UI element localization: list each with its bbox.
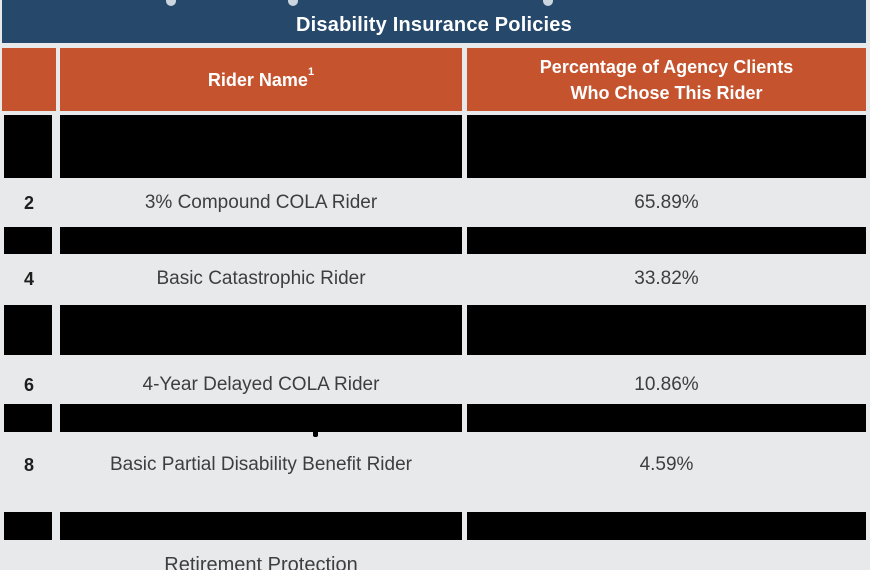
percentage-header-line1: Percentage of Agency Clients — [539, 56, 794, 77]
redacted-text-descender — [313, 430, 318, 437]
redaction-box — [60, 115, 462, 178]
table-row-redacted — [2, 227, 866, 254]
rank-cell — [2, 512, 56, 540]
rider-name-cell: 4-Year Delayed COLA Rider — [142, 374, 380, 395]
cutoff-title-descender — [166, 0, 176, 6]
table-row-redacted — [2, 115, 866, 178]
table-row-redacted — [2, 512, 866, 540]
rank-cell: 8 — [23, 455, 34, 475]
table-row: 8 Basic Partial Disability Benefit Rider… — [2, 436, 866, 494]
redaction-box — [467, 227, 866, 254]
percentage-cell — [467, 227, 866, 254]
percentage-header-line2: Who Chose This Rider — [570, 82, 763, 103]
rank-cell: 2 — [23, 192, 34, 213]
rider-name-header-label: Rider Name1 — [207, 65, 315, 90]
table-row: 2 3% Compound COLA Rider 65.89% — [2, 180, 866, 225]
redaction-box — [60, 305, 462, 355]
redaction-box — [4, 227, 52, 254]
rider-name-cell — [60, 227, 462, 254]
redaction-box — [467, 305, 866, 355]
rider-name-cell — [60, 305, 462, 355]
percentage-cell — [467, 115, 866, 178]
redaction-box — [4, 115, 52, 178]
rider-name-cell — [60, 512, 462, 540]
rider-name-cell: Basic Catastrophic Rider — [156, 268, 366, 289]
redaction-box — [4, 512, 52, 540]
percentage-cell: 4.59% — [639, 454, 694, 475]
percentage-cell: 10.86% — [634, 374, 699, 395]
header-cell-rank — [2, 48, 56, 111]
footnote-marker: 1 — [307, 65, 315, 78]
header-cell-percentage: Percentage of Agency Clients Who Chose T… — [467, 48, 866, 111]
rider-name-cell — [60, 404, 462, 432]
rank-cell: 4 — [23, 269, 34, 289]
redaction-box — [60, 404, 462, 432]
rank-cell — [2, 305, 56, 355]
column-gutter — [56, 48, 60, 111]
percentage-cell: 33.82% — [634, 268, 699, 289]
percentage-cell — [467, 305, 866, 355]
rider-name-cell: Retirement Protection — [164, 554, 358, 570]
rank-cell — [2, 115, 56, 178]
table-header-row: Rider Name1 Percentage of Agency Clients… — [2, 48, 866, 111]
rider-name-cell: 3% Compound COLA Rider — [144, 191, 378, 213]
table-row-redacted — [2, 404, 866, 432]
cutoff-title-descender — [543, 0, 553, 6]
rider-name-cell: Basic Partial Disability Benefit Rider — [109, 454, 412, 475]
column-gutter — [462, 48, 467, 111]
redaction-box — [467, 404, 866, 432]
redaction-box — [467, 115, 866, 178]
percentage-cell — [467, 512, 866, 540]
redaction-box — [4, 404, 52, 432]
redaction-box — [60, 227, 462, 254]
redaction-box — [60, 512, 462, 540]
redaction-box — [467, 512, 866, 540]
cutoff-title-descender — [288, 0, 298, 6]
table-title-bar: Disability Insurance Policies — [2, 0, 866, 43]
rank-cell — [2, 404, 56, 432]
percentage-cell — [467, 544, 866, 552]
rank-cell — [2, 227, 56, 254]
percentage-cell — [467, 404, 866, 432]
header-cell-rider-name: Rider Name1 — [60, 48, 462, 111]
rank-cell: 6 — [23, 375, 34, 395]
percentage-cell: 65.89% — [634, 191, 699, 213]
table-row: 4 Basic Catastrophic Rider 33.82% — [2, 256, 866, 302]
table-title: Disability Insurance Policies — [296, 14, 572, 36]
table-row-partial: Retirement Protection — [2, 544, 866, 570]
table-row: 6 4-Year Delayed COLA Rider 10.86% — [2, 362, 866, 408]
table-row-redacted — [2, 305, 866, 355]
redaction-box — [4, 305, 52, 355]
rank-cell — [2, 544, 56, 552]
rider-name-cell — [60, 115, 462, 178]
